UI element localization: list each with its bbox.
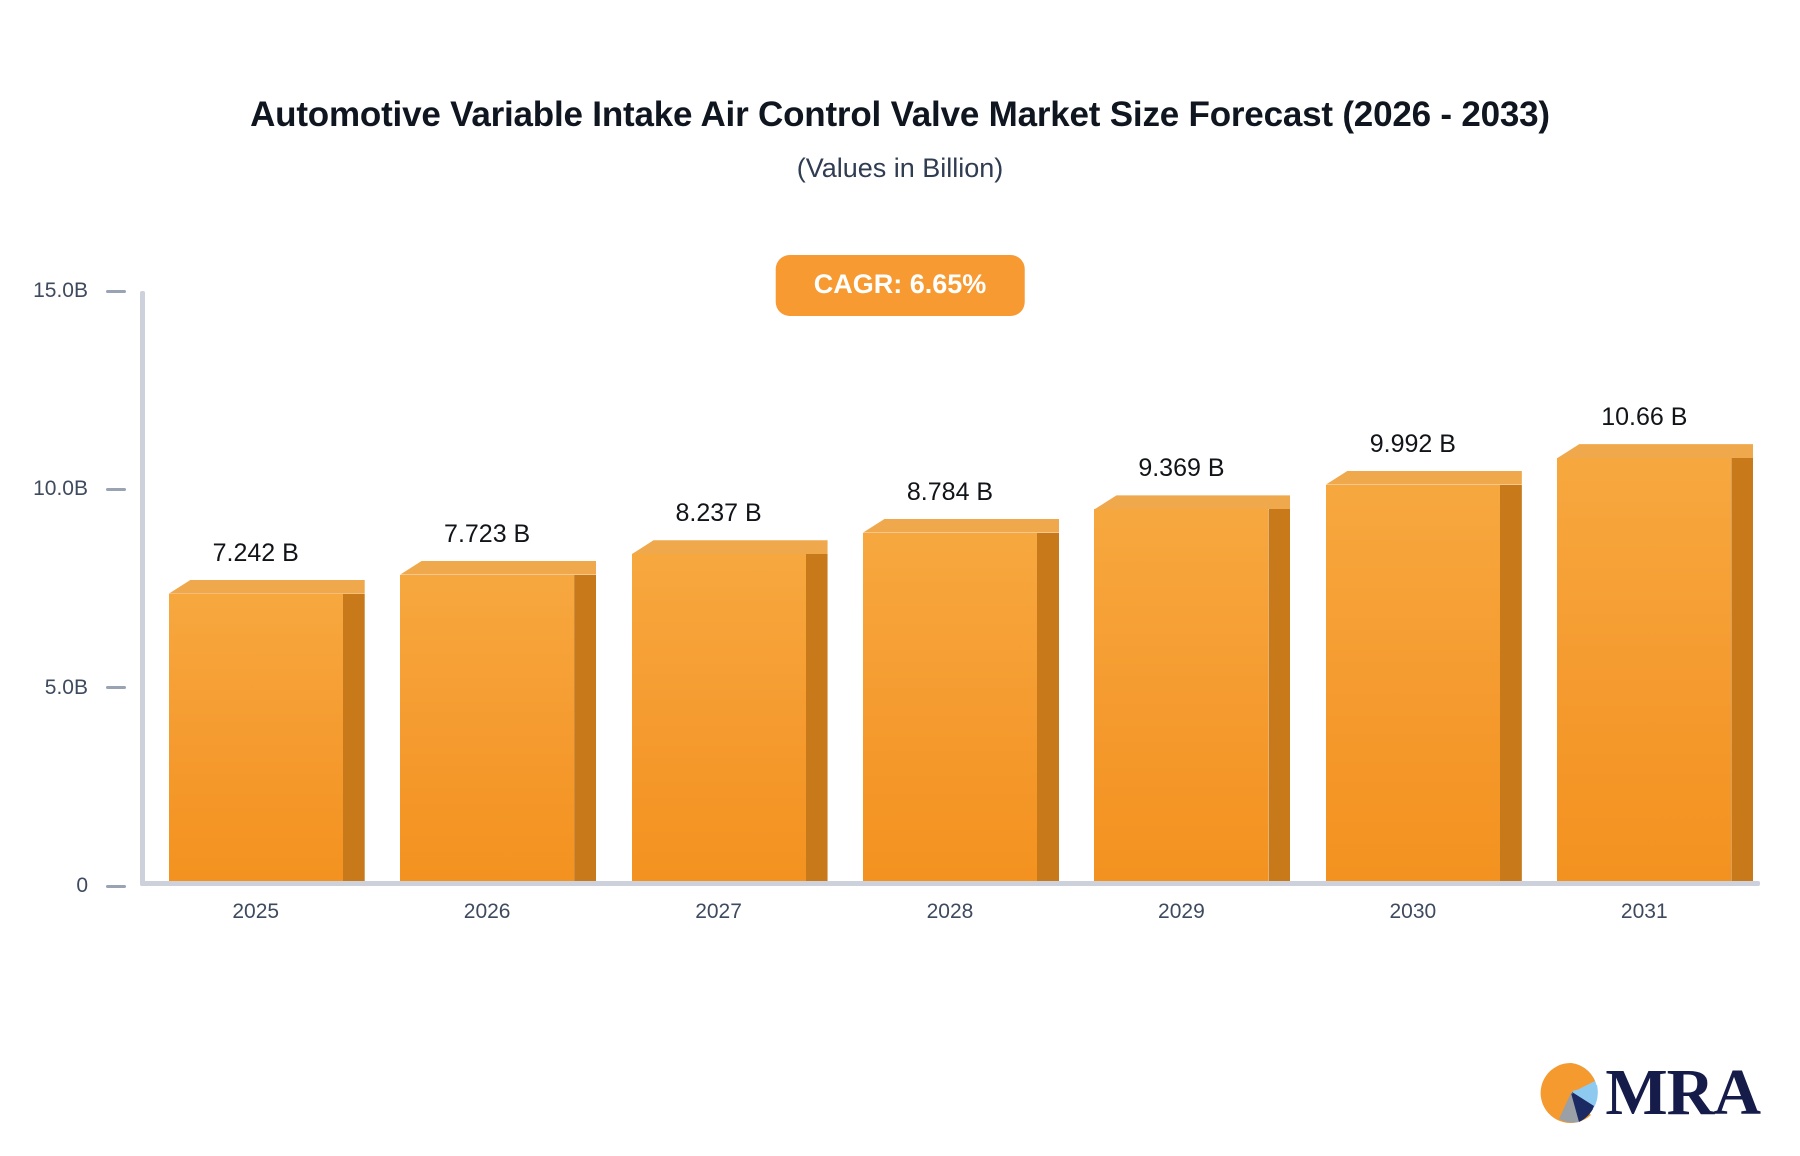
y-tick-dash [106, 487, 126, 491]
bar-side-face [1731, 458, 1754, 881]
x-tick-label-2031: 2031 [1620, 900, 1668, 923]
logo-text: MRA [1605, 1056, 1761, 1129]
y-tick-0: 0 [76, 874, 140, 898]
bar-body [1325, 470, 1522, 881]
bar-body [168, 579, 365, 881]
bar-2026[interactable]: 7.723 B [400, 284, 597, 881]
bar-side-face [1499, 484, 1522, 881]
bar-value-label: 9.992 B [1369, 429, 1456, 458]
bar-side-face [1037, 532, 1059, 881]
chart-subtitle: (Values in Billion) [796, 152, 1004, 183]
x-tick-label-2027: 2027 [695, 900, 742, 923]
bar-2027[interactable]: 8.237 B [631, 284, 828, 881]
bar-value-label: 10.66 B [1601, 403, 1688, 432]
y-tick-label: 0 [76, 874, 88, 897]
bar-body [1557, 444, 1754, 881]
bar-2031[interactable]: 10.66 B [1557, 284, 1754, 881]
bar-top-face [400, 560, 597, 575]
bar-top-face [1094, 495, 1291, 510]
bar-front-face [168, 593, 343, 881]
y-tick-label: 5.0B [44, 675, 88, 699]
y-tick-label: 15.0B [33, 279, 88, 302]
x-tick-label-2029: 2029 [1158, 900, 1205, 923]
bar-body [400, 560, 597, 881]
bar-top-face [1557, 444, 1754, 459]
bar-value-label: 9.369 B [1138, 454, 1225, 483]
bar-value-label: 8.237 B [675, 499, 762, 528]
y-axis-line [140, 291, 145, 886]
pie-chart-icon [1540, 1062, 1599, 1123]
plot-area: 0 5.0B 10.0B 15.0B 7.242 B 7.723 B 8.237 B 8.7… [33, 279, 1760, 897]
x-axis-labels: 2025 2026 2027 2028 2029 2030 2031 [140, 900, 1760, 940]
bar-top-face [631, 540, 828, 555]
cagr-badge: CAGR: 6.65% [775, 255, 1025, 316]
bar-side-face [342, 593, 365, 881]
y-tick-label: 10.0B [33, 477, 88, 501]
y-tick-dash [106, 686, 126, 690]
bar-2025[interactable]: 7.242 B [168, 284, 365, 881]
x-tick-label-2028: 2028 [926, 900, 974, 923]
x-tick-label-2026: 2026 [463, 900, 511, 923]
bar-side-face [1268, 509, 1291, 881]
bar-2030[interactable]: 9.992 B [1325, 284, 1522, 881]
bar-value-label: 7.723 B [444, 519, 531, 548]
bar-2029[interactable]: 9.369 B [1094, 284, 1291, 881]
bar-series: 7.242 B 7.723 B 8.237 B 8.784 B 9.369 B 9.992… [140, 284, 1760, 881]
y-tick-15.0B: 15.0B [33, 279, 140, 303]
bar-front-face [1325, 484, 1500, 881]
bar-top-face [1325, 470, 1522, 485]
y-tick-5.0B: 5.0B [45, 676, 140, 700]
y-tick-dash [106, 884, 126, 888]
bar-value-label: 8.784 B [906, 477, 994, 506]
bar-front-face [400, 574, 575, 881]
x-tick-label-2030: 2030 [1389, 900, 1437, 923]
x-axis-line [140, 881, 1760, 886]
bar-side-face [574, 574, 597, 881]
x-tick-label-2025: 2025 [232, 900, 280, 923]
bar-2028[interactable]: 8.784 B [863, 284, 1059, 881]
bar-front-face [631, 554, 806, 881]
bar-body [1094, 495, 1291, 881]
bar-top-face [168, 579, 365, 594]
bar-value-label: 7.242 B [212, 538, 299, 567]
bar-body [863, 518, 1059, 881]
bar-front-face [863, 532, 1037, 881]
bar-side-face [805, 554, 828, 881]
bar-body [631, 540, 828, 881]
bar-front-face [1557, 458, 1732, 881]
brand-logo: MRA [1539, 1056, 1761, 1129]
y-tick-10.0B: 10.0B [33, 477, 140, 501]
chart-title: Automotive Variable Intake Air Control V… [250, 95, 1550, 134]
bar-top-face [863, 518, 1059, 533]
y-tick-dash [106, 289, 126, 293]
chart-header: Automotive Variable Intake Air Control V… [0, 95, 1800, 183]
bar-front-face [1094, 509, 1269, 881]
